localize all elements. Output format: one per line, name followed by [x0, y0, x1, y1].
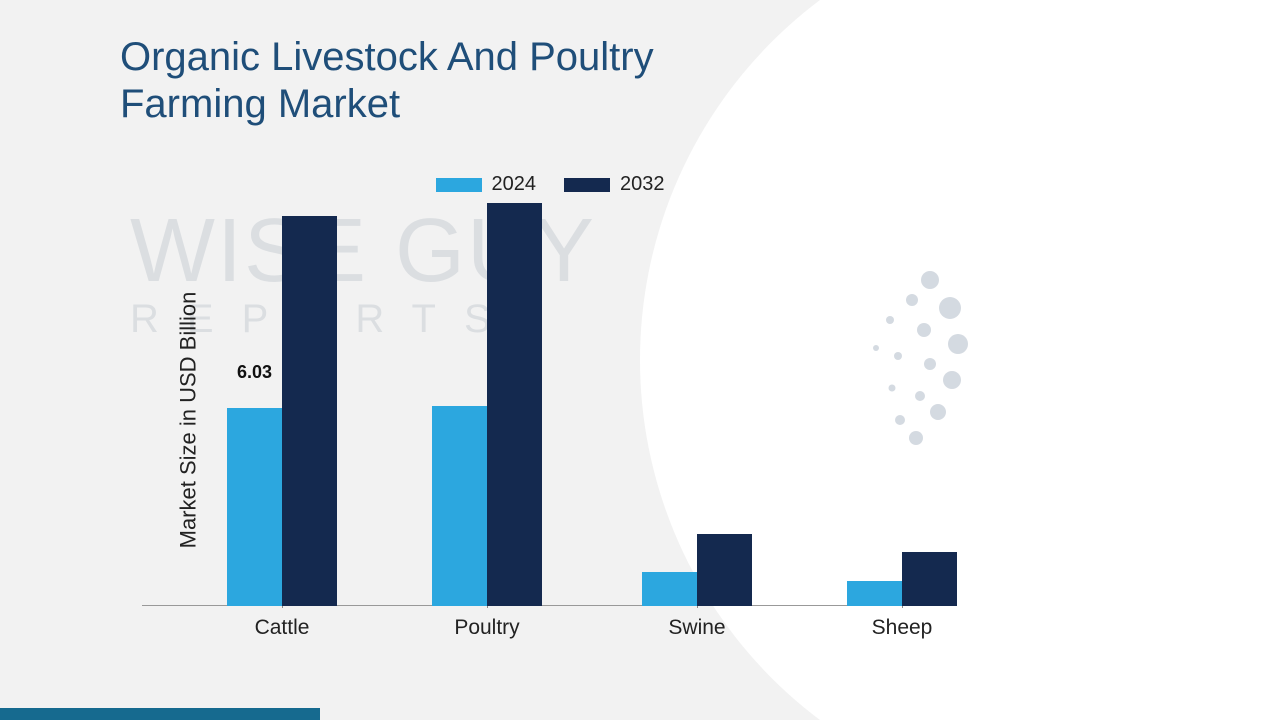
- value-label: 6.03: [237, 362, 272, 383]
- bar: [487, 203, 542, 606]
- bar: [227, 408, 282, 606]
- x-category-label: Swine: [668, 616, 725, 640]
- x-category-label: Poultry: [454, 616, 519, 640]
- x-category-label: Cattle: [255, 616, 310, 640]
- legend-swatch: [564, 178, 610, 192]
- bar: [432, 406, 487, 606]
- bar: [902, 552, 957, 606]
- bottom-accent-bar: [0, 708, 320, 720]
- bar: [282, 216, 337, 606]
- brand-word-2: GUY: [1184, 20, 1252, 53]
- infographic-stage: WISEGUY REPORTS Organic Livestock And Po…: [0, 0, 1280, 720]
- bar: [847, 581, 902, 606]
- legend-label: 2024: [492, 173, 537, 195]
- bar: [697, 534, 752, 606]
- bar: [642, 572, 697, 606]
- x-category-label: Sheep: [872, 616, 933, 640]
- plot-area: 20242032 CattlePoultrySwineSheep6.03: [142, 197, 930, 607]
- brand-subline: REPORTS: [1103, 54, 1252, 66]
- logo-head-icon: [970, 20, 1040, 90]
- legend-label: 2032: [620, 173, 665, 195]
- legend-swatch: [436, 178, 482, 192]
- brand-logo: WISEGUY REPORTS: [1103, 22, 1252, 66]
- chart-title: Organic Livestock And Poultry Farming Ma…: [120, 34, 760, 128]
- bar-chart: Market Size in USD Billion 20242032 Catt…: [70, 185, 930, 655]
- brand-word-1: WISE: [1103, 20, 1184, 53]
- legend: 2024 2032: [142, 173, 930, 196]
